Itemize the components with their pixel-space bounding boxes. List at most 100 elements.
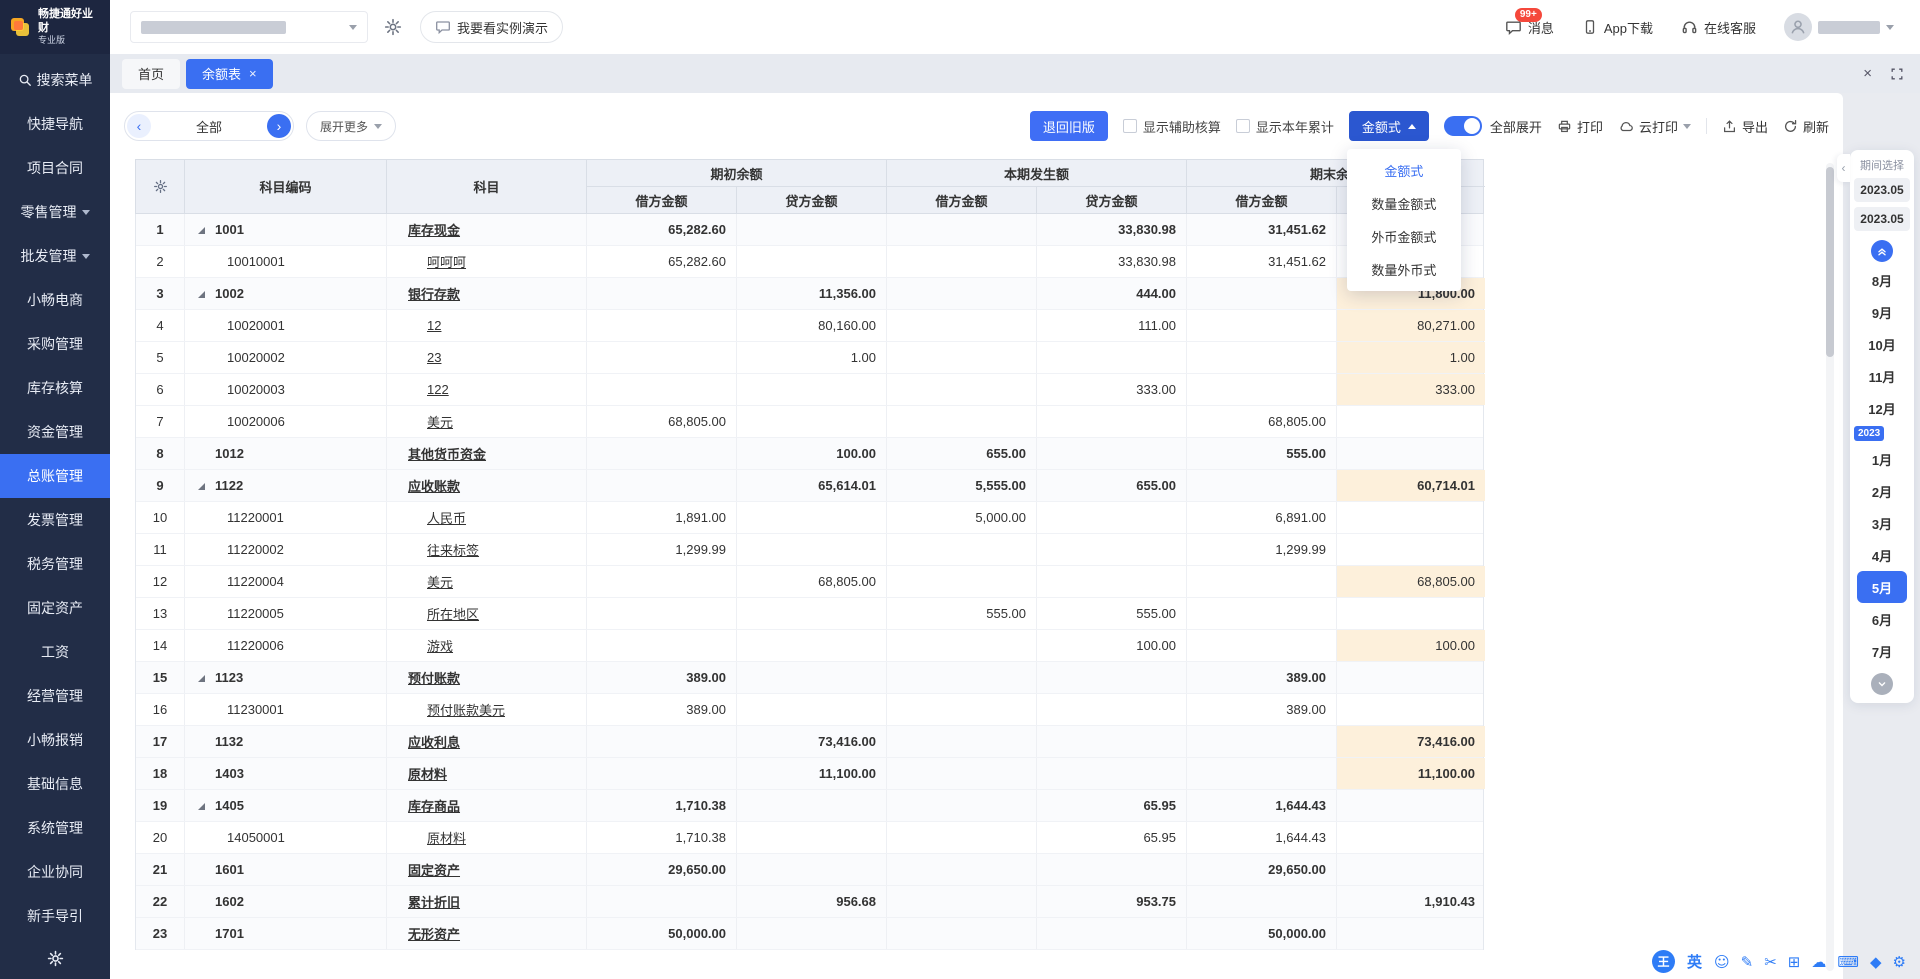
table-row[interactable]: 14 11220006 游戏 100.00 100.00 (136, 630, 1485, 662)
month-item[interactable]: 4月 (1871, 548, 1893, 564)
smiley-icon[interactable]: ☺ (1713, 952, 1730, 971)
account-name-link[interactable]: 美元 (387, 566, 587, 597)
sidebar-item-20[interactable]: 新手导引 (0, 894, 110, 937)
export-button[interactable]: 导出 (1722, 117, 1768, 136)
header-subject[interactable]: 科目 (387, 160, 587, 213)
table-row[interactable]: 22 1602 累计折旧 956.68 953.75 1,910.43 (136, 886, 1483, 918)
month-item[interactable]: 9月 (1871, 305, 1893, 321)
format-menu-item[interactable]: 外币金额式 (1371, 230, 1437, 245)
table-row[interactable]: 2 10010001 呵呵呵 65,282.60 33,830.98 31,451.62 (136, 246, 1483, 278)
account-name-link[interactable]: 固定资产 (387, 854, 587, 885)
table-row[interactable]: 15 1123 预付账款 389.00 389.00 (136, 662, 1483, 694)
sidebar-item-17[interactable]: 基础信息 (0, 762, 110, 806)
expand-triangle-icon[interactable] (198, 675, 205, 682)
table-row[interactable]: 9 1122 应收账款 65,614.01 5,555.00 655.00 60,714.0… (136, 470, 1485, 502)
table-row[interactable]: 21 1601 固定资产 29,650.00 29,650.00 (136, 854, 1483, 886)
sidebar-item-14[interactable]: 工资 (0, 630, 110, 674)
sidebar-settings-button[interactable] (0, 937, 110, 979)
expand-triangle-icon[interactable] (198, 483, 205, 490)
account-name-link[interactable]: 库存现金 (387, 214, 587, 245)
app-download-button[interactable]: App下载 (1582, 18, 1653, 37)
table-row[interactable]: 7 10020006 美元 68,805.00 68,805.00 (136, 406, 1483, 438)
format-menu-item[interactable]: 金额式 (1384, 164, 1424, 179)
table-row[interactable]: 11 11220002 往来标签 1,299.99 1,299.99 (136, 534, 1483, 566)
table-row[interactable]: 20 14050001 原材料 1,710.38 65.95 1,644.43 (136, 822, 1483, 854)
sidebar-item-3[interactable]: 项目合同 (0, 146, 110, 190)
pen-icon[interactable]: ✎ (1740, 952, 1754, 971)
table-row[interactable]: 1 1001 库存现金 65,282.60 33,830.98 31,451.62 (136, 214, 1483, 246)
tab-balance-sheet[interactable]: 余额表 × (186, 58, 273, 89)
account-name-link[interactable]: 预付账款美元 (387, 694, 587, 725)
account-name-link[interactable]: 呵呵呵 (387, 246, 587, 277)
user-account[interactable] (1784, 13, 1894, 41)
sidebar-item-12[interactable]: 税务管理 (0, 542, 110, 586)
month-item[interactable]: 5月 (1857, 571, 1907, 603)
table-row[interactable]: 4 10020001 12 80,160.00 111.00 80,271.00 (136, 310, 1485, 342)
table-row[interactable]: 10 11220001 人民币 1,891.00 5,000.00 6,891.00 (136, 502, 1483, 534)
scroll-down-button[interactable] (1871, 673, 1893, 695)
account-name-link[interactable]: 人民币 (387, 502, 587, 533)
period-to[interactable]: 2023.05 (1854, 207, 1910, 231)
support-button[interactable]: 在线客服 (1681, 18, 1756, 37)
table-row[interactable]: 17 1132 应收利息 73,416.00 73,416.00 (136, 726, 1485, 758)
org-settings-button[interactable] (384, 18, 402, 36)
vertical-scrollbar[interactable] (1826, 163, 1834, 971)
keyboard-icon[interactable]: ⌨ (1837, 952, 1859, 971)
cloud-icon[interactable]: ☁ (1811, 952, 1827, 971)
header-account-code[interactable]: 科目编码 (185, 160, 387, 213)
sidebar-item-6[interactable]: 小畅电商 (0, 278, 110, 322)
grid-icon[interactable]: ⊞ (1787, 952, 1801, 971)
account-name-link[interactable]: 其他货币资金 (387, 438, 587, 469)
ime-language-indicator[interactable]: 英 (1686, 954, 1702, 971)
month-item[interactable]: 1月 (1871, 452, 1893, 468)
month-item[interactable]: 3月 (1871, 516, 1893, 532)
month-item[interactable]: 6月 (1871, 612, 1893, 628)
format-menu-item[interactable]: 数量外币式 (1371, 263, 1437, 278)
show-ytd-checkbox[interactable]: 显示本年累计 (1235, 117, 1334, 136)
close-all-icon[interactable]: × (1863, 65, 1872, 82)
account-name-link[interactable]: 原材料 (387, 822, 587, 853)
sidebar-item-16[interactable]: 小畅报销 (0, 718, 110, 762)
sidebar-item-2[interactable]: 快捷导航 (0, 102, 110, 146)
messages-button[interactable]: 99+ 消息 (1505, 7, 1554, 37)
expand-more-button[interactable]: 展开更多 (306, 111, 397, 141)
demo-link[interactable]: 我要看实例演示 (420, 11, 564, 43)
fullscreen-icon[interactable] (1890, 67, 1904, 81)
company-select[interactable] (130, 11, 368, 43)
next-arrow-icon[interactable]: › (267, 114, 291, 138)
back-old-version-button[interactable]: 退回旧版 (1029, 111, 1108, 141)
sidebar-item-15[interactable]: 经营管理 (0, 674, 110, 718)
account-name-link[interactable]: 所在地区 (387, 598, 587, 629)
sidebar-item-8[interactable]: 库存核算 (0, 366, 110, 410)
scrollbar-thumb[interactable] (1826, 167, 1834, 357)
account-name-link[interactable]: 银行存款 (387, 278, 587, 309)
settings-icon[interactable]: ⚙ (1892, 952, 1906, 971)
panel-collapse-handle[interactable]: ‹ (1837, 154, 1850, 182)
sidebar-item-19[interactable]: 企业协同 (0, 850, 110, 894)
scissors-icon[interactable]: ✂ (1764, 952, 1777, 971)
checkbox-icon[interactable] (1235, 119, 1250, 133)
table-row[interactable]: 3 1002 银行存款 11,356.00 444.00 11,800.00 (136, 278, 1485, 310)
sidebar-item-5[interactable]: 批发管理 (0, 234, 110, 278)
sidebar-item-1[interactable]: 搜索菜单 (0, 58, 110, 102)
expand-triangle-icon[interactable] (198, 803, 205, 810)
format-style-button[interactable]: 金额式 金额式 数量金额式 外币金额式 数量外币式 (1346, 111, 1461, 291)
table-row[interactable]: 19 1405 库存商品 1,710.38 65.95 1,644.43 (136, 790, 1483, 822)
account-name-link[interactable]: 游戏 (387, 630, 587, 661)
expand-triangle-icon[interactable] (198, 227, 205, 234)
month-item[interactable]: 8月 (1871, 273, 1893, 289)
month-item[interactable]: 7月 (1871, 644, 1893, 660)
table-row[interactable]: 18 1403 原材料 11,100.00 11,100.00 (136, 758, 1485, 790)
sidebar-item-9[interactable]: 资金管理 (0, 410, 110, 454)
cloud-print-button[interactable]: 云打印 (1618, 117, 1691, 136)
account-name-link[interactable]: 库存商品 (387, 790, 587, 821)
month-item[interactable]: 2月 (1871, 484, 1893, 500)
account-name-link[interactable]: 应收账款 (387, 470, 587, 501)
month-item[interactable]: 12月 (1868, 401, 1896, 417)
app-logo[interactable]: 畅捷通好业财 专业版 (0, 0, 110, 54)
sidebar-item-7[interactable]: 采购管理 (0, 322, 110, 366)
account-name-link[interactable]: 累计折旧 (387, 886, 587, 917)
table-row[interactable]: 5 10020002 23 1.00 1.00 (136, 342, 1485, 374)
account-name-link[interactable]: 美元 (387, 406, 587, 437)
account-name-link[interactable]: 应收利息 (387, 726, 587, 757)
